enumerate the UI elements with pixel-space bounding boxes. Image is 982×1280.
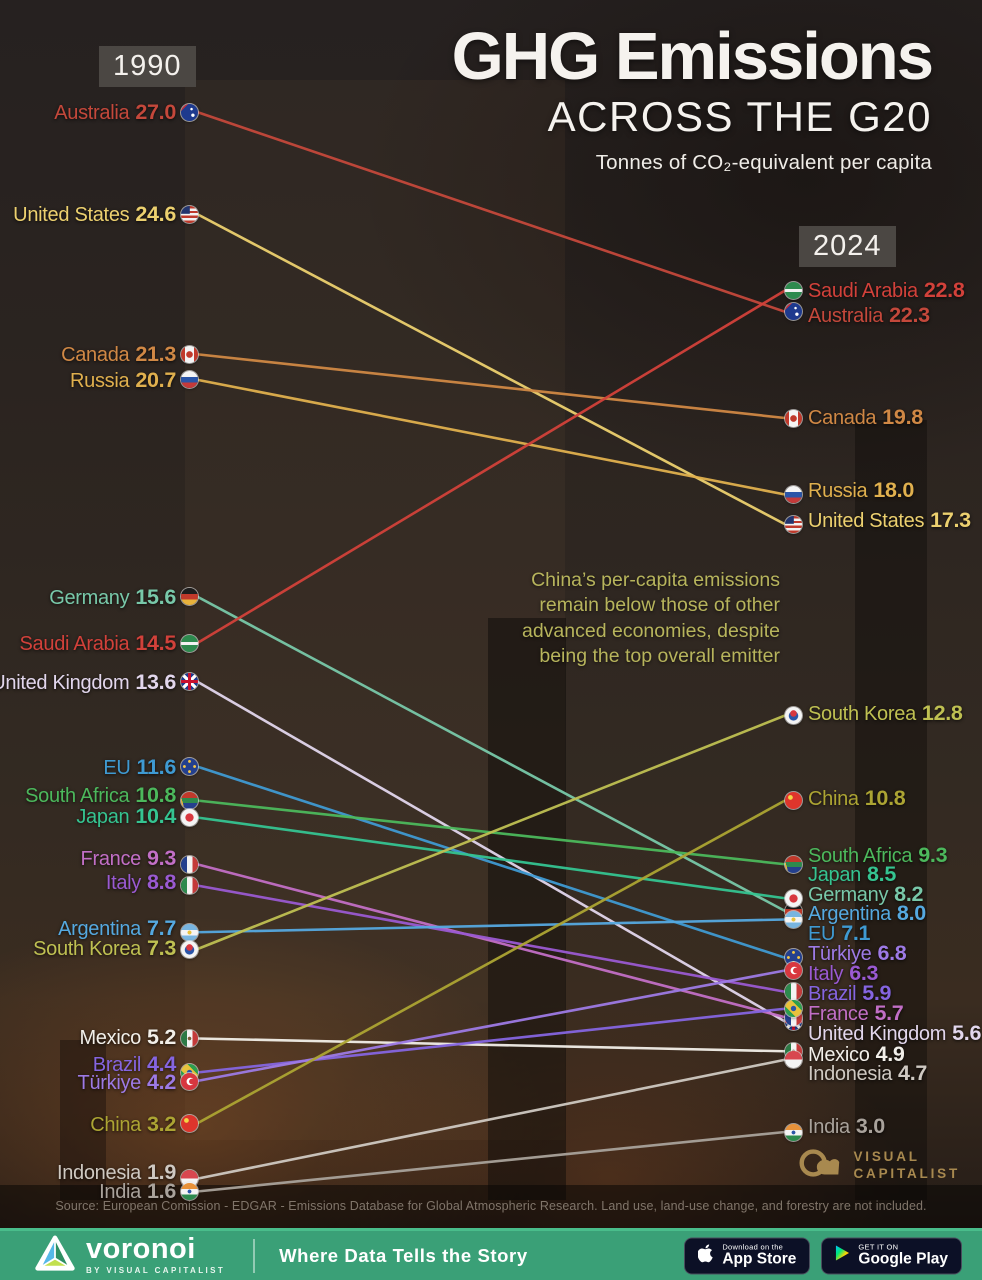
year-badge-1990: 1990 [99, 46, 196, 87]
visual-capitalist-wordmark: VISUAL CAPITALIST [853, 1148, 960, 1181]
footer-tagline: Where Data Tells the Story [279, 1244, 528, 1266]
google-play-badge-top: GET IT ON [858, 1242, 899, 1252]
google-play-badge-label: Google Play [858, 1250, 948, 1268]
page-subtitle: ACROSS THE G20 [547, 92, 932, 140]
visual-capitalist-logo: VISUAL CAPITALIST [799, 1148, 961, 1183]
unit-label: Tonnes of CO₂-equivalent per capita [595, 150, 932, 174]
voronoi-brand: voronoi BY VISUAL CAPITALIST Where Data … [34, 1234, 528, 1278]
footer-bar: voronoi BY VISUAL CAPITALIST Where Data … [0, 1228, 982, 1280]
title-block: GHG Emissions ACROSS THE G20 Tonnes of C… [451, 19, 934, 175]
china-annotation: China’s per-capita emissions remain belo… [521, 569, 780, 668]
visual-capitalist-rhino-icon [799, 1148, 845, 1183]
google-play-icon [835, 1245, 850, 1267]
google-play-badge[interactable]: GET IT ON Google Play [821, 1237, 962, 1274]
app-store-badge-top: Download on the [722, 1242, 784, 1252]
source-note: Source: European Comission - EDGAR - Emi… [55, 1199, 927, 1213]
smokestack-silhouette [60, 1040, 106, 1200]
voronoi-triangle-icon [34, 1234, 76, 1278]
app-store-badge[interactable]: Download on the App Store [684, 1237, 811, 1274]
voronoi-wordmark: voronoi [86, 1232, 196, 1265]
page-title: GHG Emissions [451, 19, 934, 94]
voronoi-byline: BY VISUAL CAPITALIST [86, 1266, 226, 1276]
year-badge-2024: 2024 [799, 226, 896, 267]
smokestack-silhouette [488, 618, 566, 1200]
apple-icon [697, 1244, 714, 1268]
store-badges: Download on the App Store [684, 1237, 962, 1274]
app-store-badge-label: App Store [722, 1250, 797, 1268]
smokestack-silhouette [855, 420, 927, 1200]
footer-divider [253, 1238, 256, 1273]
